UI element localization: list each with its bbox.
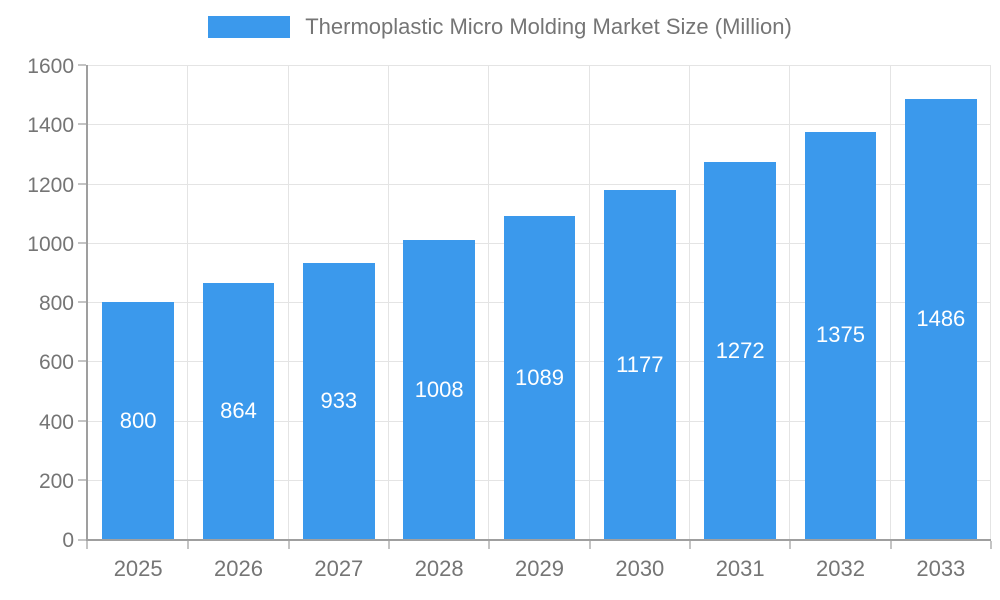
v-gridline bbox=[488, 65, 490, 539]
plot-area: 800 864 933 1008 1089 1177 1272 1375 1486 bbox=[78, 64, 992, 549]
y-axis-label: 400 bbox=[38, 410, 74, 434]
x-axis-tick bbox=[990, 541, 992, 549]
bar-value-label: 1089 bbox=[515, 364, 564, 390]
v-gridline bbox=[789, 65, 791, 539]
y-axis-tick bbox=[78, 360, 86, 363]
bar-value-label: 1375 bbox=[816, 322, 865, 348]
y-axis-label: 1200 bbox=[27, 173, 74, 197]
x-axis-tick bbox=[287, 541, 290, 549]
v-gridline bbox=[388, 65, 389, 539]
x-axis-tick bbox=[388, 541, 390, 549]
bar[interactable]: 1089 bbox=[503, 216, 576, 539]
x-axis-label: 2031 bbox=[715, 556, 765, 581]
v-gridline bbox=[187, 65, 189, 539]
y-axis-tick bbox=[78, 539, 86, 541]
v-gridline bbox=[889, 65, 891, 539]
y-axis-tick bbox=[78, 301, 86, 303]
v-gridline bbox=[287, 65, 289, 539]
bar[interactable]: 864 bbox=[202, 283, 275, 539]
x-axis-label: 2029 bbox=[515, 556, 564, 581]
y-axis-label: 1600 bbox=[27, 55, 74, 78]
h-gridline bbox=[88, 65, 991, 66]
y-axis-tick bbox=[78, 64, 86, 66]
x-axis-tick bbox=[789, 541, 792, 549]
bar-value-label: 1177 bbox=[616, 351, 664, 377]
y-axis-tick bbox=[78, 478, 86, 481]
legend-swatch bbox=[208, 16, 291, 38]
legend-label: Thermoplastic Micro Molding Market Size … bbox=[305, 14, 792, 39]
x-axis-tick bbox=[187, 541, 190, 549]
x-axis-label: 2032 bbox=[816, 556, 865, 581]
v-gridline bbox=[588, 65, 590, 539]
x-axis-tick bbox=[889, 541, 892, 549]
x-axis-label: 2027 bbox=[314, 556, 364, 581]
bar[interactable]: 1486 bbox=[904, 98, 977, 539]
y-axis-labels: 0 200 400 600 800 1000 1200 1400 1600 bbox=[0, 56, 74, 552]
x-axis-tick bbox=[588, 541, 591, 549]
y-axis-label: 600 bbox=[38, 351, 74, 375]
bar-value-label: 1008 bbox=[414, 376, 464, 402]
bar[interactable]: 1177 bbox=[603, 190, 676, 539]
x-axis-label: 2028 bbox=[414, 556, 464, 581]
bar-value-label: 933 bbox=[320, 387, 358, 413]
x-axis-label: 2025 bbox=[113, 556, 163, 581]
legend-item[interactable]: Thermoplastic Micro Molding Market Size … bbox=[0, 14, 1000, 40]
y-axis-label: 1000 bbox=[27, 232, 74, 256]
y-axis-tick bbox=[78, 123, 86, 126]
x-axis-tick bbox=[86, 541, 88, 549]
v-gridline bbox=[990, 65, 991, 539]
bar-value-label: 864 bbox=[220, 398, 257, 424]
bar[interactable]: 1375 bbox=[804, 131, 877, 539]
bar[interactable]: 1272 bbox=[704, 162, 777, 539]
bar-value-label: 1272 bbox=[715, 337, 765, 363]
y-axis-tick bbox=[78, 241, 86, 244]
v-gridline bbox=[689, 65, 690, 539]
x-axis-label: 2030 bbox=[615, 556, 665, 581]
y-axis-label: 800 bbox=[38, 292, 74, 315]
bar-value-label: 1486 bbox=[916, 305, 966, 331]
y-axis-tick bbox=[78, 182, 86, 185]
y-axis-label: 0 bbox=[62, 529, 74, 552]
x-axis-label: 2026 bbox=[214, 556, 263, 581]
h-gridline bbox=[88, 183, 991, 185]
bar[interactable]: 1008 bbox=[403, 240, 476, 539]
y-axis-label: 200 bbox=[38, 469, 74, 493]
y-axis-label: 1400 bbox=[27, 114, 74, 138]
bar[interactable]: 800 bbox=[102, 302, 175, 539]
x-axis-label: 2033 bbox=[916, 556, 966, 581]
y-axis-tick bbox=[78, 419, 86, 422]
h-gridline bbox=[88, 124, 991, 126]
bar[interactable]: 933 bbox=[302, 262, 375, 539]
x-axis-tick bbox=[689, 541, 691, 549]
x-axis-tick bbox=[488, 541, 491, 549]
x-axis-labels: 2025 2026 2027 2028 2029 2030 2031 2032 2033 bbox=[88, 556, 993, 582]
bar-value-label: 800 bbox=[119, 407, 157, 433]
